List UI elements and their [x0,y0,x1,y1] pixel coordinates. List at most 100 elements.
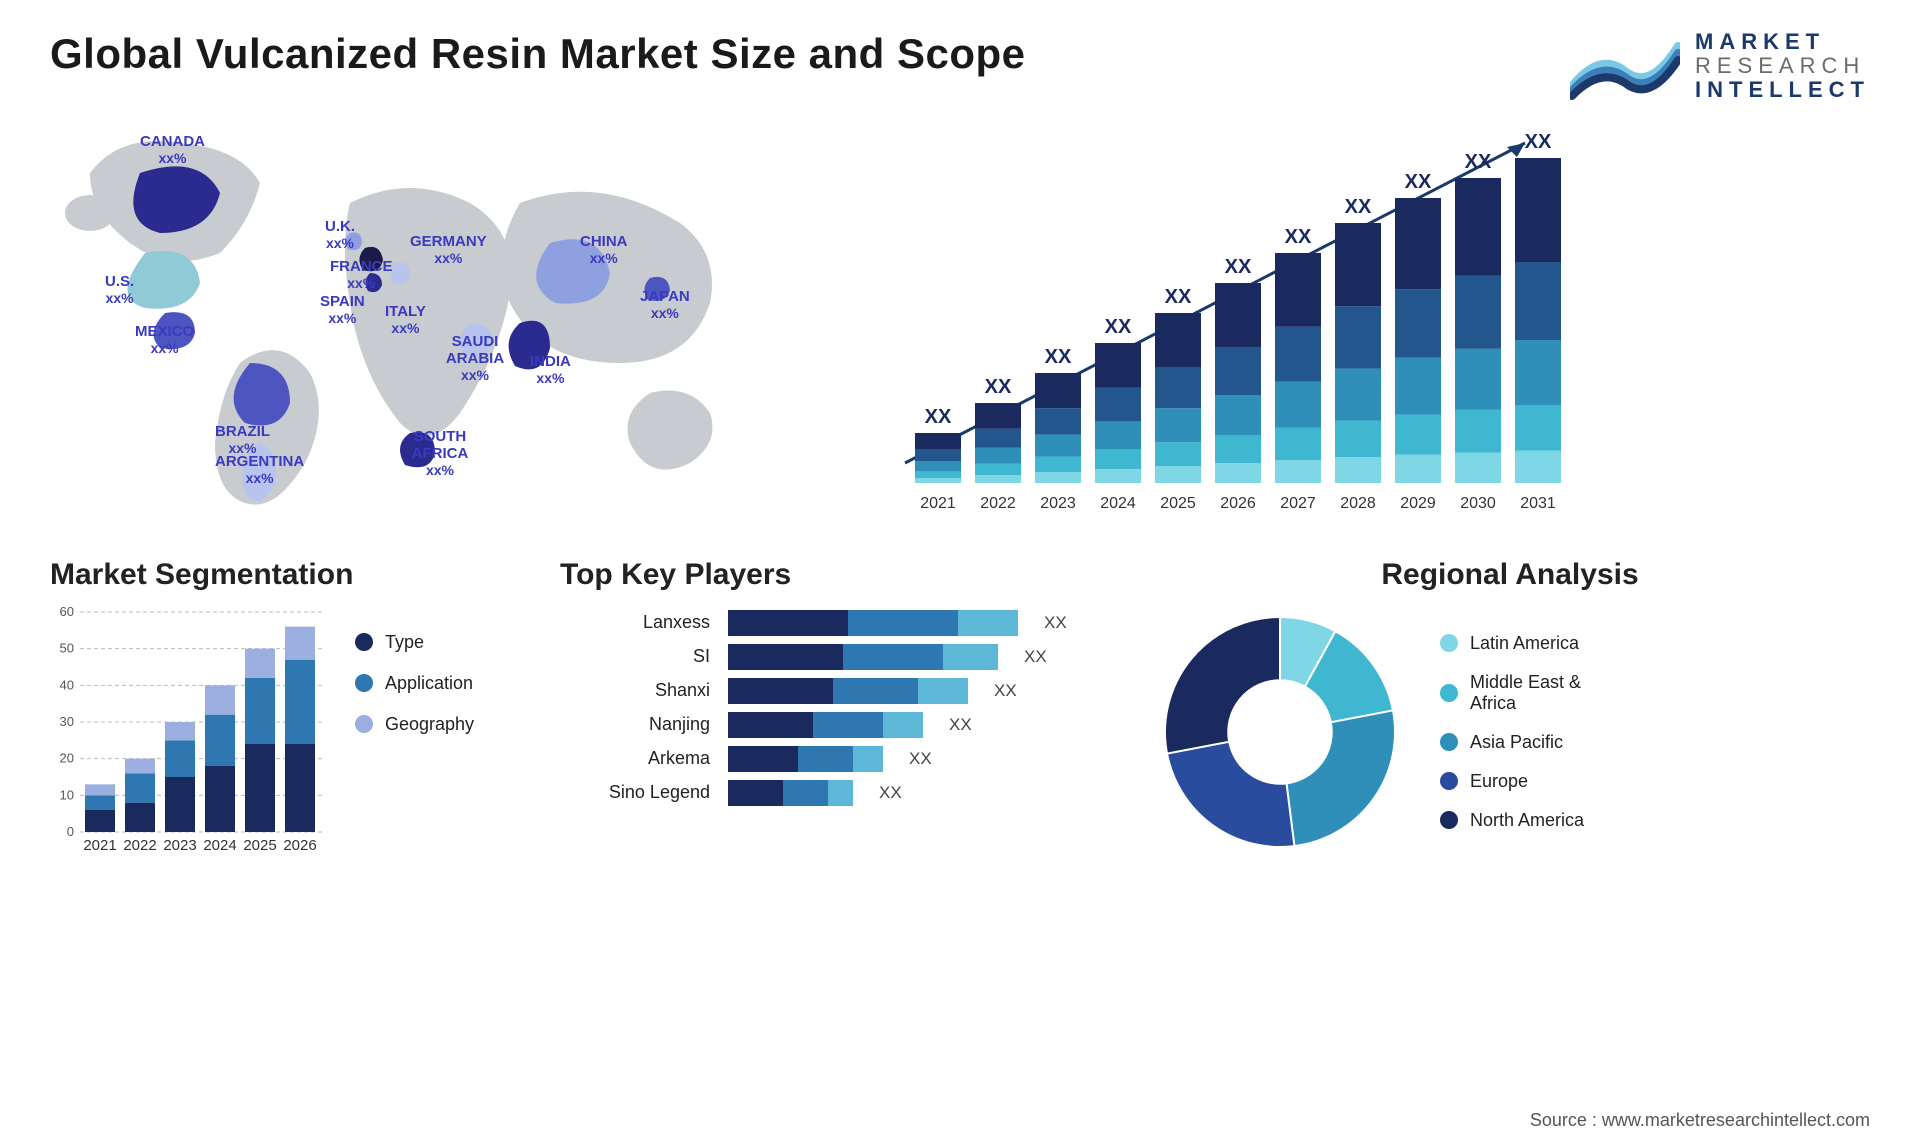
svg-text:2030: 2030 [1460,495,1496,512]
key-player-row: SIXX [580,644,1110,670]
regional-donut-svg [1150,602,1410,862]
key-player-bar [728,780,853,806]
svg-text:XX: XX [1465,151,1492,173]
regional-legend: Latin America Middle East & Africa Asia Pa… [1440,633,1630,831]
map-label: MEXICOxx% [135,323,194,356]
legend-label: Europe [1470,771,1528,792]
legend-dot-icon [1440,634,1458,652]
map-label: CANADAxx% [140,133,205,166]
map-label: FRANCExx% [330,258,393,291]
bar-segment [958,610,1018,636]
map-label: SOUTH AFRICAxx% [400,428,480,479]
legend-dot-icon [1440,772,1458,790]
bar-segment [728,712,813,738]
bar-segment [728,610,848,636]
svg-text:2022: 2022 [123,837,156,854]
map-label: SAUDI ARABIAxx% [430,333,520,384]
svg-text:2026: 2026 [1220,495,1256,512]
svg-text:2021: 2021 [83,837,116,854]
legend-item: Europe [1440,771,1630,792]
logo-line-3: INTELLECT [1695,78,1870,102]
regional-donut [1150,602,1410,862]
legend-item: Middle East & Africa [1440,672,1630,714]
bar-segment [783,780,828,806]
bar-segment [853,746,883,772]
svg-text:2025: 2025 [1160,495,1196,512]
legend-dot-icon [355,674,373,692]
key-player-bar [728,644,998,670]
legend-label: North America [1470,810,1584,831]
key-player-value: XX [994,681,1017,701]
bar-segment [828,780,853,806]
map-label: JAPANxx% [640,288,690,321]
key-player-value: XX [909,749,932,769]
legend-dot-icon [1440,733,1458,751]
map-label: U.S.xx% [105,273,134,306]
bar-segment [943,644,998,670]
svg-text:XX: XX [1225,256,1252,278]
map-label: SPAINxx% [320,293,365,326]
segmentation-legend: Type Application Geography [355,602,474,862]
legend-label: Middle East & Africa [1470,672,1630,714]
legend-item: North America [1440,810,1630,831]
bar-segment [813,712,883,738]
key-player-row: Lanxess XX [580,610,1110,636]
brand-logo: MARKET RESEARCH INTELLECT [1570,30,1870,103]
key-player-row: Sino LegendXX [580,780,1110,806]
legend-dot-icon [1440,684,1458,702]
svg-text:10: 10 [60,787,74,802]
key-player-bar [728,712,923,738]
key-player-bar [728,678,968,704]
svg-text:2028: 2028 [1340,495,1376,512]
legend-dot-icon [355,633,373,651]
svg-text:XX: XX [1165,286,1192,308]
regional-title: Regional Analysis [1150,558,1870,592]
svg-text:2024: 2024 [1100,495,1136,512]
legend-dot-icon [1440,811,1458,829]
key-player-bar [728,610,1018,636]
svg-text:2021: 2021 [920,495,956,512]
legend-label: Geography [385,714,474,735]
growth-chart: XX2021XX2022XX2023XX2024XX2025XX2026XX20… [820,113,1870,533]
key-players-section: Top Key Players LanxessXXSIXXShanxiXXNan… [560,558,1110,862]
legend-label: Application [385,673,473,694]
logo-line-2: RESEARCH [1695,54,1870,78]
bar-segment [843,644,943,670]
map-label: BRAZILxx% [215,423,270,456]
sections: Market Segmentation 01020304050602021202… [50,558,1870,862]
world-map: CANADAxx% U.S.xx%MEXICOxx% BRAZILxx%ARGENT… [50,113,770,533]
page-title: Global Vulcanized Resin Market Size and … [50,30,1026,78]
svg-text:2027: 2027 [1280,495,1316,512]
header: Global Vulcanized Resin Market Size and … [50,30,1870,103]
map-label: ITALYxx% [385,303,426,336]
map-label: GERMANYxx% [410,233,487,266]
key-player-label: Lanxess [580,612,710,633]
svg-text:0: 0 [67,824,74,839]
mid-row: CANADAxx% U.S.xx%MEXICOxx% BRAZILxx%ARGENT… [50,113,1870,533]
legend-item: Geography [355,714,474,735]
map-label: CHINAxx% [580,233,628,266]
segmentation-title: Market Segmentation [50,558,520,592]
key-player-value: XX [1044,613,1067,633]
key-player-label: SI [580,646,710,667]
map-label: U.K.xx% [325,218,355,251]
svg-text:2026: 2026 [283,837,316,854]
map-label: ARGENTINAxx% [215,453,304,486]
logo-text: MARKET RESEARCH INTELLECT [1695,30,1870,103]
key-players-list: LanxessXXSIXXShanxiXXNanjingXXArkemaXXSi… [560,602,1110,806]
growth-chart-svg: XX2021XX2022XX2023XX2024XX2025XX2026XX20… [820,113,1870,533]
key-players-title: Top Key Players [560,558,1110,592]
svg-text:XX: XX [985,376,1012,398]
legend-item: Type [355,632,474,653]
svg-text:2029: 2029 [1400,495,1436,512]
segmentation-chart: 0102030405060202120222023202420252026 [50,602,330,862]
segmentation-section: Market Segmentation 01020304050602021202… [50,558,520,862]
svg-text:30: 30 [60,714,74,729]
legend-item: Latin America [1440,633,1630,654]
map-label: INDIAxx% [530,353,571,386]
svg-text:2022: 2022 [980,495,1016,512]
svg-text:XX: XX [1405,171,1432,193]
svg-text:2023: 2023 [163,837,196,854]
bar-segment [728,678,833,704]
legend-label: Asia Pacific [1470,732,1563,753]
